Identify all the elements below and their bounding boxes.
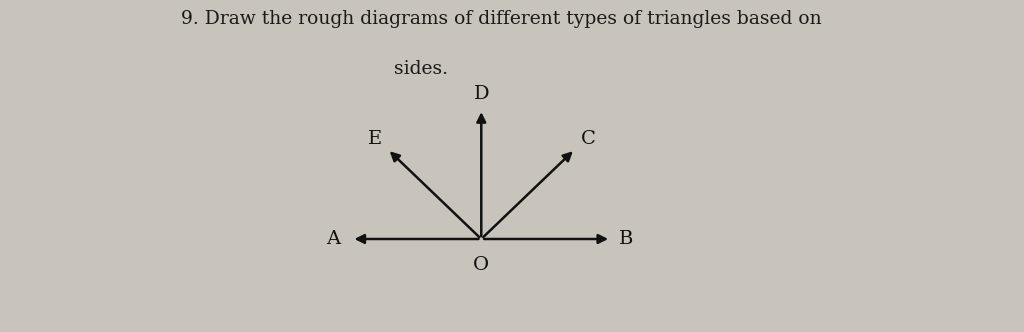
Text: 9. Draw the rough diagrams of different types of triangles based on: 9. Draw the rough diagrams of different …	[181, 10, 822, 28]
Text: A: A	[327, 230, 340, 248]
Text: C: C	[581, 130, 595, 148]
Text: sides.: sides.	[364, 60, 447, 78]
Text: D: D	[473, 85, 489, 103]
Text: O: O	[473, 256, 489, 274]
Text: E: E	[368, 130, 382, 148]
Text: B: B	[620, 230, 634, 248]
